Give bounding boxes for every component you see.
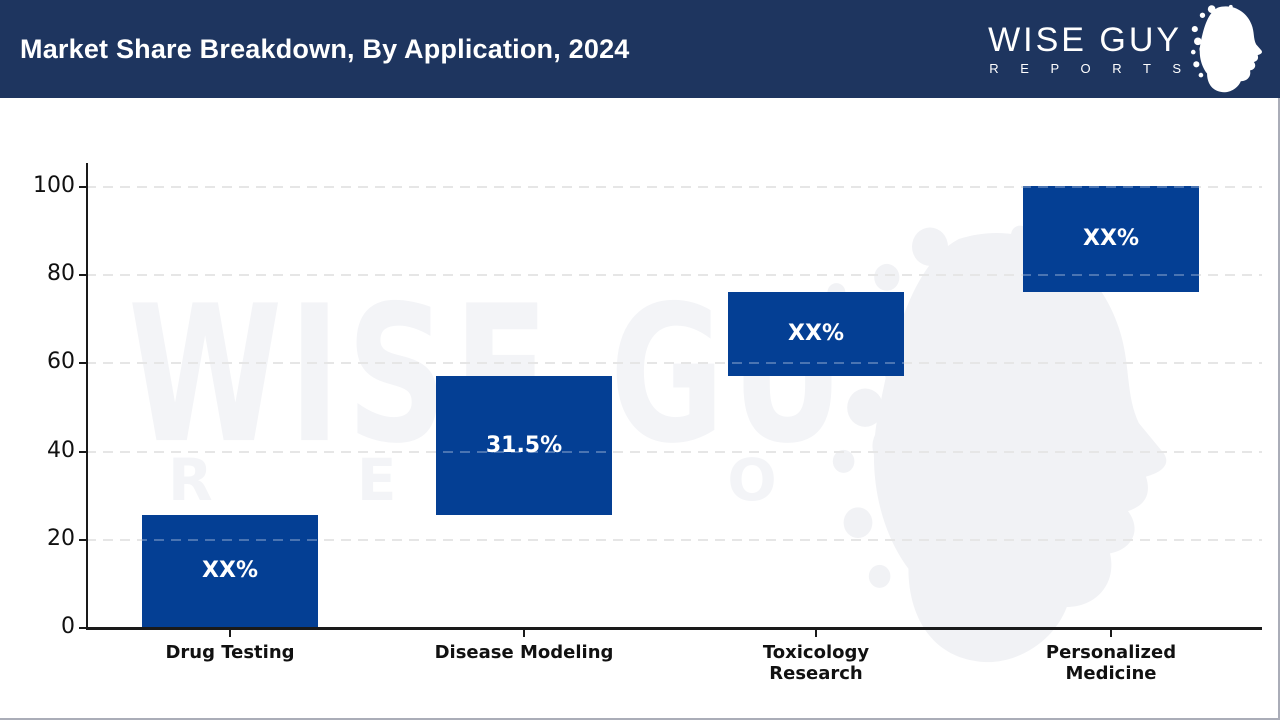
bar: XX% — [1023, 186, 1199, 292]
watermark-face-icon — [827, 225, 1167, 663]
bar-value-label: XX% — [1083, 226, 1139, 252]
x-axis-tick — [523, 630, 525, 637]
logo-wordmark: WISE GUY R E P O R T S — [980, 23, 1190, 76]
y-tick-label: 60 — [47, 349, 75, 375]
x-category-label: Toxicology Research — [706, 642, 926, 684]
x-axis-tick — [1110, 630, 1112, 637]
y-tick-label: 0 — [61, 614, 75, 639]
x-category-label-line: Medicine — [1065, 663, 1157, 684]
gridline — [86, 274, 1262, 277]
gridline-overlay — [86, 274, 1262, 277]
y-axis-line — [86, 163, 88, 630]
y-axis-tick — [79, 450, 86, 453]
gridline — [86, 450, 1262, 453]
x-axis-tick — [229, 630, 231, 637]
logo-wordmark-line2: R E P O R T S — [989, 60, 1190, 76]
logo-wordmark-line1: WISE GUY — [988, 20, 1183, 59]
logo-face-icon — [1190, 4, 1262, 93]
y-tick-label: 80 — [47, 261, 75, 287]
x-category-label: Drug Testing — [120, 642, 340, 663]
y-axis-tick — [79, 627, 86, 629]
bar-value-label: XX% — [788, 321, 844, 347]
gridline-overlay — [86, 362, 1262, 365]
gridline — [86, 362, 1262, 365]
x-category-label-line: Research — [769, 663, 863, 684]
x-category-label-line: Personalized — [1045, 642, 1177, 663]
y-axis-tick — [79, 538, 86, 541]
y-tick-label: 100 — [33, 173, 75, 198]
gridline-overlay — [86, 450, 1262, 453]
wise-guy-logo: WISE GUY R E P O R T S — [980, 3, 1280, 95]
x-axis-line — [86, 627, 1262, 630]
page-title: Market Share Breakdown, By Application, … — [20, 33, 630, 64]
y-axis-tick — [79, 274, 86, 277]
gridline-overlay — [86, 186, 1262, 188]
y-axis-tick — [79, 186, 86, 188]
bar-value-label: XX% — [202, 558, 258, 584]
y-axis-tick — [79, 362, 86, 365]
gridline — [86, 186, 1262, 188]
x-category-label: Personalized Medicine — [1001, 642, 1221, 684]
x-axis-tick — [815, 630, 817, 637]
x-category-label: Disease Modeling — [414, 642, 634, 663]
bar: XX% — [142, 514, 318, 627]
x-category-label-line: Drug Testing — [165, 642, 295, 663]
bar: 31.5% — [436, 375, 612, 515]
x-category-label-line: Disease Modeling — [434, 642, 614, 663]
y-tick-label: 20 — [47, 525, 75, 551]
header-bar: Market Share Breakdown, By Application, … — [0, 0, 1280, 98]
bar-value-label: 31.5% — [485, 432, 563, 458]
gridline-overlay — [86, 538, 1262, 541]
x-category-label-line: Toxicology — [762, 642, 870, 663]
gridline — [86, 538, 1262, 541]
y-tick-label: 40 — [47, 437, 75, 463]
chart-canvas: WISE GUY R E P O R T S 0 20 40 60 80 100 XX% 31… — [0, 98, 1280, 720]
bar: XX% — [728, 291, 904, 376]
